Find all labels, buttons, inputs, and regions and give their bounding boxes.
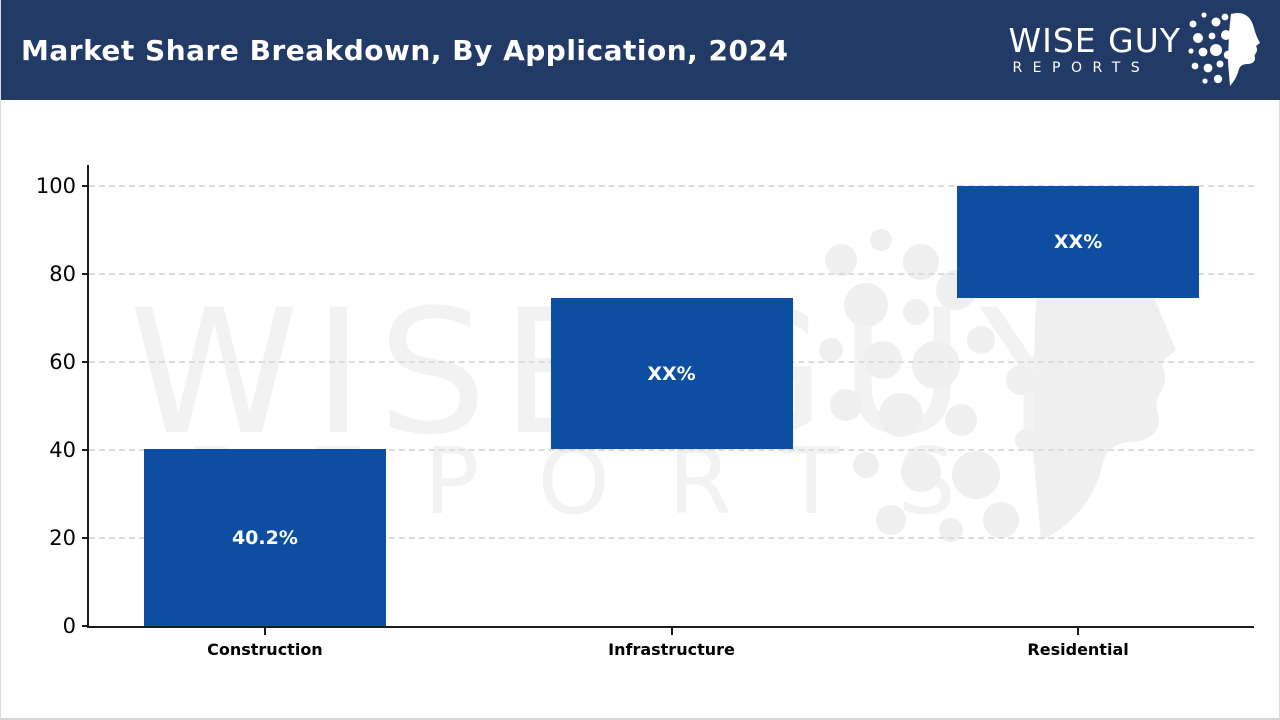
gridline-40 xyxy=(89,449,1254,451)
y-tick-label-80: 80 xyxy=(49,262,76,286)
bar-infrastructure: XX% xyxy=(550,298,793,450)
gridline-100 xyxy=(89,185,1254,187)
y-tick-mark-80 xyxy=(82,273,89,275)
x-category-label-residential: Residential xyxy=(1027,640,1129,659)
x-category-label-infrastructure: Infrastructure xyxy=(608,640,735,659)
page-title: Market Share Breakdown, By Application, … xyxy=(21,33,789,67)
x-category-label-construction: Construction xyxy=(207,640,323,659)
y-tick-label-100: 100 xyxy=(35,174,76,198)
x-tick-mark-residential xyxy=(1077,627,1080,635)
y-tick-label-0: 0 xyxy=(62,614,76,638)
bar-construction: 40.2% xyxy=(143,449,386,626)
header: Market Share Breakdown, By Application, … xyxy=(1,0,1280,100)
x-axis xyxy=(87,626,1254,628)
brand-logo-reports: REPORTS xyxy=(1012,60,1151,76)
y-tick-mark-40 xyxy=(82,449,89,451)
bar-value-label-infrastructure: XX% xyxy=(647,362,696,385)
y-tick-mark-0 xyxy=(82,625,89,627)
y-tick-mark-60 xyxy=(82,361,89,363)
bar-value-label-residential: XX% xyxy=(1053,231,1103,254)
brand-logo-text: WISE GUY REPORTS xyxy=(1008,21,1181,77)
bar-value-label-construction: 40.2% xyxy=(231,526,298,549)
y-tick-label-20: 20 xyxy=(49,526,76,550)
brand-logo: WISE GUY REPORTS xyxy=(1008,6,1263,94)
y-tick-mark-100 xyxy=(82,185,89,187)
gridline-80 xyxy=(89,273,1254,275)
x-tick-mark-construction xyxy=(263,627,266,635)
y-tick-label-60: 60 xyxy=(49,350,76,374)
y-tick-mark-20 xyxy=(82,537,89,539)
x-tick-mark-infrastructure xyxy=(670,627,673,635)
brand-logo-wiseguy: WISE GUY xyxy=(1008,21,1181,60)
brand-logo-head-icon xyxy=(1188,12,1260,86)
gridline-20 xyxy=(89,537,1254,539)
y-tick-label-40: 40 xyxy=(49,438,76,462)
y-axis xyxy=(87,165,89,628)
bar-residential: XX% xyxy=(957,186,1200,299)
